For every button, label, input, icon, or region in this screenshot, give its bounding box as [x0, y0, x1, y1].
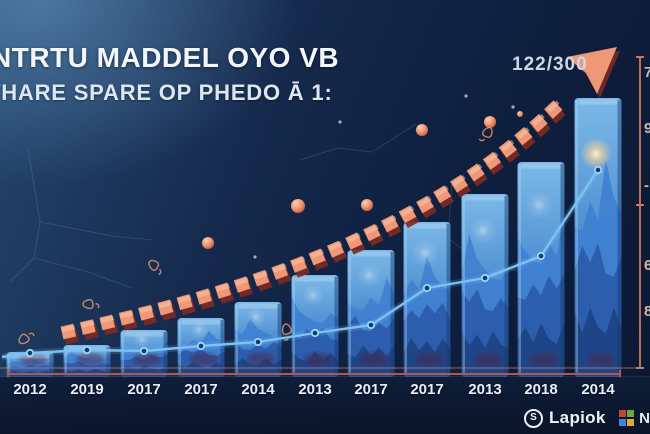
line-point [196, 341, 206, 351]
year-label: 2017 [410, 381, 444, 398]
floating-sphere [416, 124, 428, 136]
bar-glow [133, 331, 151, 348]
bar-base-blob [304, 352, 332, 366]
bar-base-blob [76, 352, 104, 366]
line-point [593, 165, 603, 175]
bar-base-blob [416, 352, 444, 366]
year-label: 2017 [184, 381, 218, 398]
ratio-annotation: 122/300 [512, 54, 588, 75]
y-axis-label: 7 [644, 64, 650, 81]
logo-square-yellow [627, 418, 635, 426]
floating-sphere [484, 116, 496, 128]
bar-glow [190, 320, 208, 339]
bar-glow [246, 307, 266, 327]
sparkle-dot [464, 94, 468, 98]
floating-sphere [202, 237, 214, 249]
bar-base-blob [360, 352, 388, 366]
footer-brands: S Lapiok Navi [524, 405, 650, 431]
bar-glow [356, 263, 382, 288]
bar-base-blob [587, 352, 615, 366]
lapiok-logo-icon: S [524, 408, 543, 428]
line-point [25, 348, 35, 358]
line-point [310, 328, 320, 338]
logo-square-red [618, 410, 626, 418]
constellation-line [27, 147, 133, 289]
scribble-doodle [148, 259, 162, 276]
year-label: 2018 [524, 381, 558, 398]
y-axis-label: 8 [644, 303, 650, 320]
bar-glow [301, 284, 325, 307]
floating-sphere [291, 199, 305, 213]
year-label: 2014 [241, 381, 275, 398]
bar-base-blob [247, 352, 275, 366]
bar-glow [469, 216, 497, 245]
logo-square-green [627, 410, 635, 418]
trend-line [1, 165, 603, 361]
page-title: NTRTU MADDEL OYO VB [0, 42, 340, 73]
bar-glow [411, 239, 439, 267]
line-point [253, 337, 263, 347]
brand-label-lapiok: Lapiok [549, 408, 606, 427]
line-point [422, 283, 432, 293]
bar-glow [580, 137, 612, 170]
bar-base-blob [474, 352, 502, 366]
scribble-doodle [82, 298, 100, 310]
bar [574, 98, 622, 377]
x-axis-labels: 2012 2019 2017 2017 2014 2013 2017 2017 2013 2018… [0, 381, 650, 401]
year-label: 2012 [13, 381, 47, 398]
bar-base-blob [19, 352, 47, 366]
bar [461, 194, 509, 377]
line-point [139, 346, 149, 356]
arrowhead-icon [567, 47, 617, 94]
constellation-line [9, 257, 35, 283]
scribble-doodle [478, 126, 493, 142]
bar [517, 162, 565, 377]
bar-glow [525, 191, 553, 219]
floating-sphere [361, 199, 373, 211]
y-axis-label: 9 [644, 120, 650, 137]
page-subtitle: THARE SPARE OP PHEDO Ā 1: [0, 80, 333, 105]
bar-base-blob [530, 352, 558, 366]
sparkle-dot [338, 120, 342, 124]
sparkle-dot [253, 255, 257, 259]
bar [291, 275, 339, 377]
year-label: 2019 [70, 381, 104, 398]
logo-square-blue [618, 418, 626, 426]
trend-arrow [60, 47, 620, 345]
bar-base-blob [133, 352, 161, 366]
year-label: 2017 [354, 381, 388, 398]
bottom-band [0, 377, 650, 434]
line-point [536, 251, 546, 261]
brand-label-nav: Navi [639, 409, 650, 427]
bar-base-blob [190, 352, 218, 366]
floating-sphere [517, 111, 523, 117]
bar [403, 222, 451, 377]
four-squares-logo-icon [618, 410, 635, 426]
line-point [82, 345, 92, 355]
line-point [366, 320, 376, 330]
constellation-line [39, 221, 153, 241]
year-label: 2014 [581, 381, 615, 398]
constellation-line [299, 123, 417, 161]
sparkle-dot [511, 105, 515, 109]
line-point [480, 273, 490, 283]
year-label: 2013 [298, 381, 332, 398]
year-label: 2017 [127, 381, 161, 398]
y-axis-label: - [644, 177, 649, 194]
year-label: 2013 [468, 381, 502, 398]
scribble-doodle [18, 332, 35, 345]
y-axis-label: 6 [644, 257, 650, 274]
